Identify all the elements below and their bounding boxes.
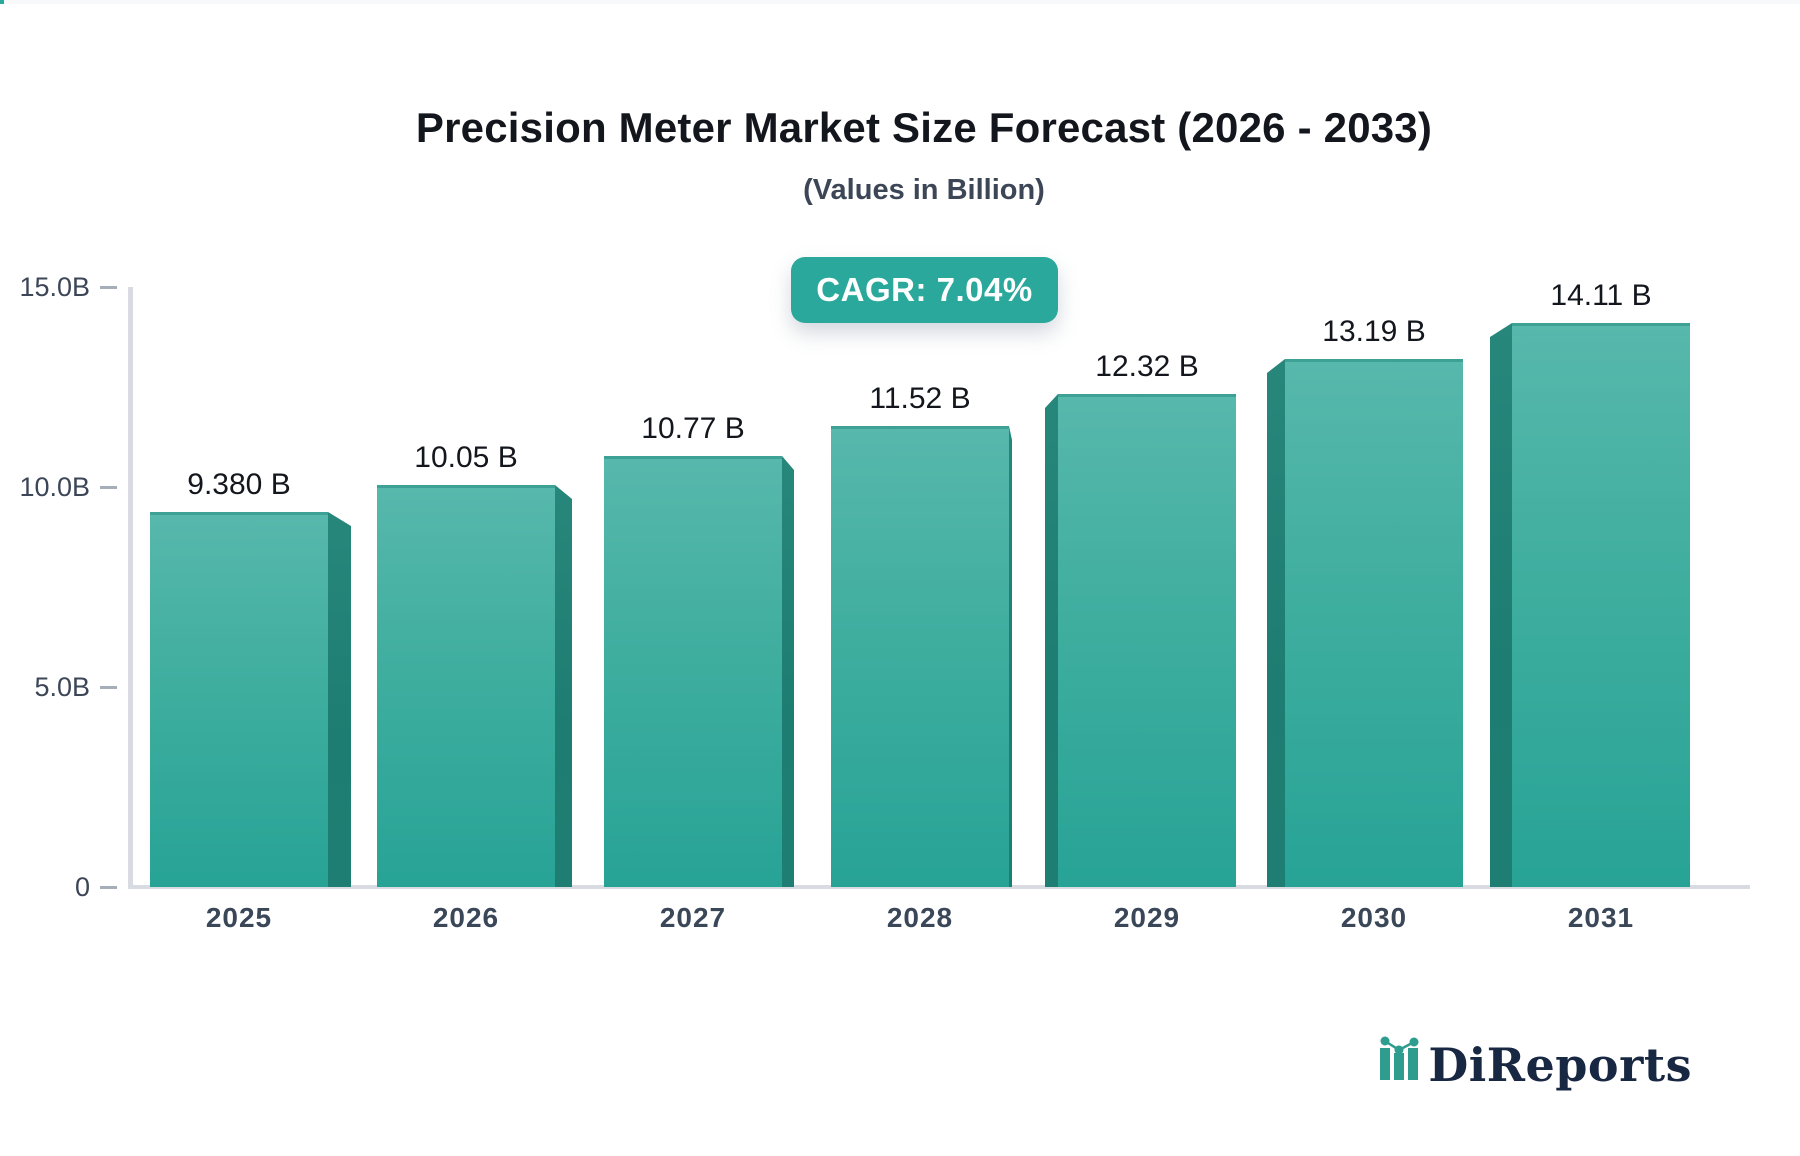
x-axis-line [128, 885, 1750, 889]
bar [377, 485, 555, 887]
bar-3d-side [1490, 323, 1512, 887]
bar-value-label: 14.11 B [1550, 279, 1652, 312]
bar-value-label: 11.52 B [869, 382, 971, 415]
bar-3d-side [328, 512, 351, 887]
bar-value-label: 10.77 B [641, 412, 745, 445]
bar-3d-side [1045, 394, 1058, 887]
x-axis-tick-label: 2030 [1340, 902, 1408, 933]
bar-3d-side [782, 456, 794, 887]
bar-3d-side [1267, 359, 1285, 887]
top-accent-mark [0, 0, 4, 4]
bar-chart-logo-icon [1380, 1036, 1419, 1080]
x-axis-tick-label: 2027 [659, 902, 727, 933]
bar-3d-side [555, 485, 572, 887]
x-axis-tick-label: 2025 [205, 902, 273, 933]
cagr-badge: CAGR: 7.04% [791, 257, 1058, 323]
cagr-badge-label: CAGR: 7.04% [816, 271, 1033, 308]
bar-value-label: 13.19 B [1322, 315, 1426, 348]
chart-subtitle: (Values in Billion) [803, 174, 1045, 206]
y-axis-tick-label: 5.0B [34, 672, 90, 702]
bar-value-label: 10.05 B [414, 441, 518, 474]
y-axis-tick [100, 886, 117, 889]
bar-value-label: 9.380 B [187, 468, 291, 501]
y-axis-tick [100, 686, 117, 689]
bar [1512, 323, 1690, 887]
bar [150, 512, 328, 887]
chart-title: Precision Meter Market Size Forecast (20… [415, 104, 1433, 151]
direports-logo: DiReports [1380, 1034, 1692, 1091]
y-axis-tick-label: 15.0B [19, 272, 90, 302]
y-axis-tick-label: 0 [74, 872, 90, 902]
bar-3d-side [1009, 426, 1012, 887]
bar [831, 426, 1009, 887]
y-axis-tick-label: 10.0B [19, 472, 90, 502]
y-axis-tick [100, 486, 117, 489]
x-axis-tick-label: 2031 [1567, 902, 1635, 933]
y-axis-tick [100, 286, 117, 289]
top-strip [0, 0, 1800, 4]
bar [1285, 359, 1463, 887]
chart-header: Precision Meter Market Size Forecast (20… [0, 104, 1800, 207]
y-axis-line [128, 287, 133, 889]
x-axis-tick-label: 2029 [1113, 902, 1181, 933]
bar [604, 456, 782, 887]
bar-value-label: 12.32 B [1095, 350, 1199, 383]
x-axis-tick-label: 2028 [886, 902, 954, 933]
logo-wordmark: DiReports [1428, 1038, 1692, 1092]
bar [1058, 394, 1236, 887]
x-axis-tick-label: 2026 [432, 902, 500, 933]
